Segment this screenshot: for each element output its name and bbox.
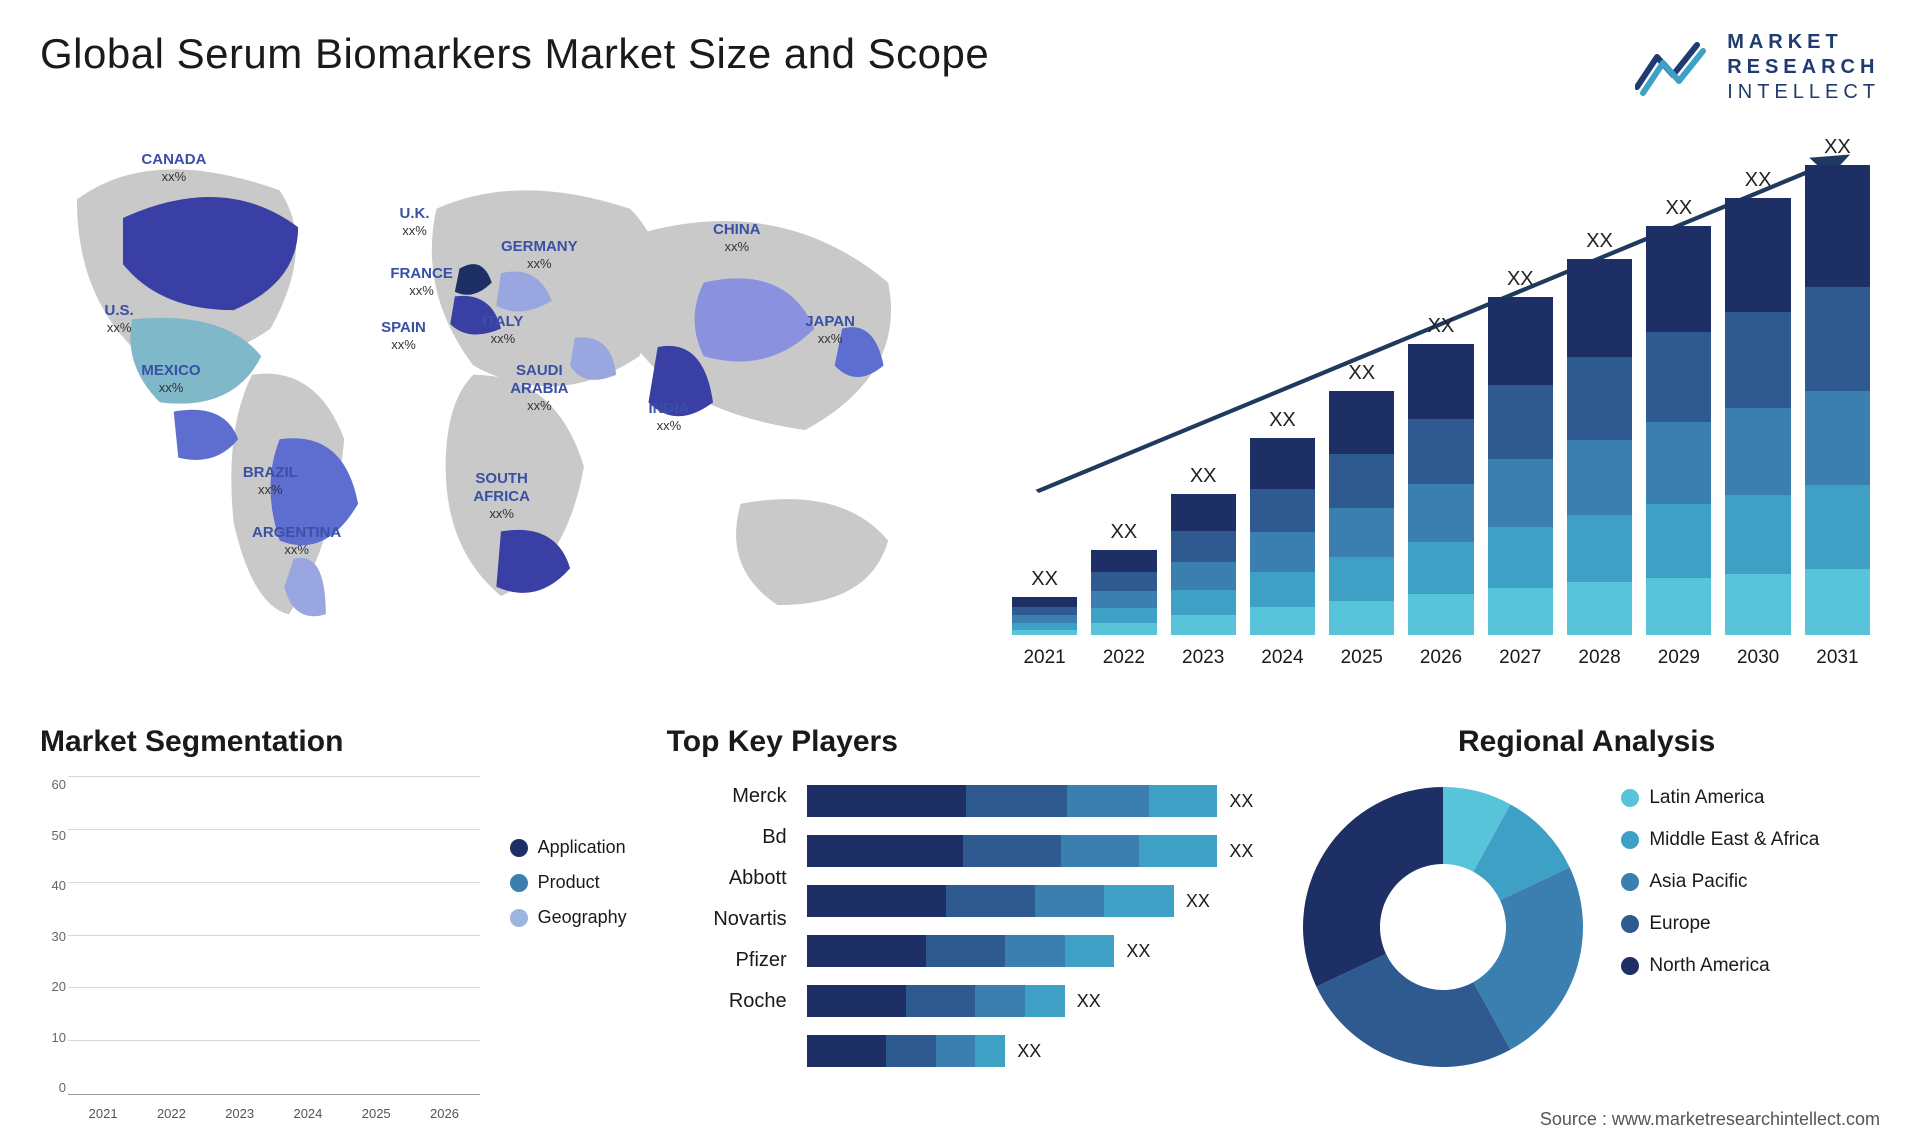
legend-item: Middle East & Africa bbox=[1621, 829, 1819, 851]
segmentation-xlabel: 2022 bbox=[142, 1106, 200, 1121]
players-title: Top Key Players bbox=[667, 725, 1254, 759]
legend-item: Application bbox=[510, 837, 627, 858]
growth-bar: XX bbox=[1646, 165, 1711, 635]
legend-item: Europe bbox=[1621, 913, 1819, 935]
logo-text: MARKET RESEARCH INTELLECT bbox=[1727, 30, 1880, 105]
legend-item: Product bbox=[510, 872, 627, 893]
segmentation-xlabel: 2023 bbox=[211, 1106, 269, 1121]
growth-bar-area: XXXXXXXXXXXXXXXXXXXXXX bbox=[1012, 165, 1870, 635]
player-bar-row: XX bbox=[807, 935, 1254, 967]
growth-xlabel: 2027 bbox=[1488, 647, 1553, 669]
growth-bar: XX bbox=[1805, 165, 1870, 635]
country-label: U.S.xx% bbox=[105, 302, 134, 336]
regional-legend: Latin America Middle East & Africa Asia Pa… bbox=[1621, 777, 1819, 977]
country-label: SAUDIARABIAxx% bbox=[510, 362, 568, 414]
regional-panel: Regional Analysis Latin America Middle Ea… bbox=[1293, 725, 1880, 1125]
growth-bar: XX bbox=[1012, 165, 1077, 635]
player-label: Merck bbox=[667, 785, 787, 808]
growth-xlabel: 2028 bbox=[1567, 647, 1632, 669]
growth-bar: XX bbox=[1567, 165, 1632, 635]
country-label: MEXICOxx% bbox=[141, 362, 200, 396]
logo-mark-icon bbox=[1635, 37, 1713, 99]
country-label: JAPANxx% bbox=[805, 313, 855, 347]
segmentation-xlabel: 2021 bbox=[74, 1106, 132, 1121]
country-label: SOUTHAFRICAxx% bbox=[473, 470, 530, 522]
player-label: Abbott bbox=[667, 867, 787, 890]
growth-xlabel: 2022 bbox=[1091, 647, 1156, 669]
player-label: Bd bbox=[667, 826, 787, 849]
country-label: CANADAxx% bbox=[141, 151, 206, 185]
country-label: ITALYxx% bbox=[483, 313, 524, 347]
player-bar-row: XX bbox=[807, 785, 1254, 817]
player-label: Pfizer bbox=[667, 949, 787, 972]
players-panel: Top Key Players Merck Bd Abbott Novartis Pfi… bbox=[667, 725, 1254, 1125]
player-bar-row: XX bbox=[807, 835, 1254, 867]
growth-bar: XX bbox=[1725, 165, 1790, 635]
source-label: Source : www.marketresearchintellect.com bbox=[1540, 1109, 1880, 1130]
legend-item: North America bbox=[1621, 955, 1819, 977]
players-bars: XX XX XX XX XX XX bbox=[807, 777, 1254, 1125]
growth-xlabel: 2021 bbox=[1012, 647, 1077, 669]
country-label: FRANCExx% bbox=[390, 265, 453, 299]
growth-xlabel: 2030 bbox=[1725, 647, 1790, 669]
segmentation-chart: 0102030405060 202120222023202420252026 bbox=[40, 777, 480, 1125]
world-map-panel: CANADAxx% U.S.xx%MEXICOxx% BRAZILxx% ARGENT… bbox=[40, 135, 962, 675]
player-label: Novartis bbox=[667, 908, 787, 931]
player-bar-row: XX bbox=[807, 985, 1254, 1017]
player-label: Roche bbox=[667, 990, 787, 1013]
country-label: GERMANYxx% bbox=[501, 238, 578, 272]
segmentation-title: Market Segmentation bbox=[40, 725, 627, 759]
player-bar-row: XX bbox=[807, 885, 1254, 917]
header: Global Serum Biomarkers Market Size and … bbox=[40, 30, 1880, 105]
brand-logo: MARKET RESEARCH INTELLECT bbox=[1635, 30, 1880, 105]
segmentation-xlabel: 2026 bbox=[415, 1106, 473, 1121]
country-label: INDIAxx% bbox=[648, 400, 689, 434]
growth-bar: XX bbox=[1091, 165, 1156, 635]
growth-xlabel: 2025 bbox=[1329, 647, 1394, 669]
segmentation-xlabel: 2024 bbox=[279, 1106, 337, 1121]
growth-xaxis: 2021 2022 2023 2024 2025 2026 2027 2028 2029 2030… bbox=[1012, 647, 1870, 669]
growth-xlabel: 2026 bbox=[1408, 647, 1473, 669]
growth-xlabel: 2023 bbox=[1171, 647, 1236, 669]
growth-bar: XX bbox=[1488, 165, 1553, 635]
legend-item: Latin America bbox=[1621, 787, 1819, 809]
country-label: U.K.xx% bbox=[400, 205, 430, 239]
legend-item: Asia Pacific bbox=[1621, 871, 1819, 893]
growth-chart-panel: XXXXXXXXXXXXXXXXXXXXXX 20212022202320242… bbox=[1002, 135, 1880, 675]
donut-slice bbox=[1303, 787, 1443, 987]
growth-bar: XX bbox=[1408, 165, 1473, 635]
top-row: CANADAxx% U.S.xx%MEXICOxx% BRAZILxx% ARGENT… bbox=[40, 135, 1880, 675]
bottom-row: Market Segmentation 0102030405060 202120… bbox=[40, 725, 1880, 1125]
players-labels: Merck Bd Abbott Novartis Pfizer Roche bbox=[667, 777, 787, 1125]
growth-bar: XX bbox=[1250, 165, 1315, 635]
segmentation-legend: Application Product Geography bbox=[510, 777, 627, 1125]
segmentation-panel: Market Segmentation 0102030405060 202120… bbox=[40, 725, 627, 1125]
regional-title: Regional Analysis bbox=[1293, 725, 1880, 759]
country-label: CHINAxx% bbox=[713, 221, 761, 255]
player-bar-row: XX bbox=[807, 1035, 1254, 1067]
segmentation-xlabel: 2025 bbox=[347, 1106, 405, 1121]
growth-xlabel: 2024 bbox=[1250, 647, 1315, 669]
growth-xlabel: 2029 bbox=[1646, 647, 1711, 669]
growth-xlabel: 2031 bbox=[1805, 647, 1870, 669]
legend-item: Geography bbox=[510, 907, 627, 928]
growth-bar: XX bbox=[1171, 165, 1236, 635]
page-title: Global Serum Biomarkers Market Size and … bbox=[40, 30, 989, 78]
country-label: ARGENTINAxx% bbox=[252, 524, 341, 558]
country-label: BRAZILxx% bbox=[243, 464, 298, 498]
growth-bar: XX bbox=[1329, 165, 1394, 635]
regional-donut bbox=[1293, 777, 1593, 1077]
country-label: SPAINxx% bbox=[381, 319, 426, 353]
